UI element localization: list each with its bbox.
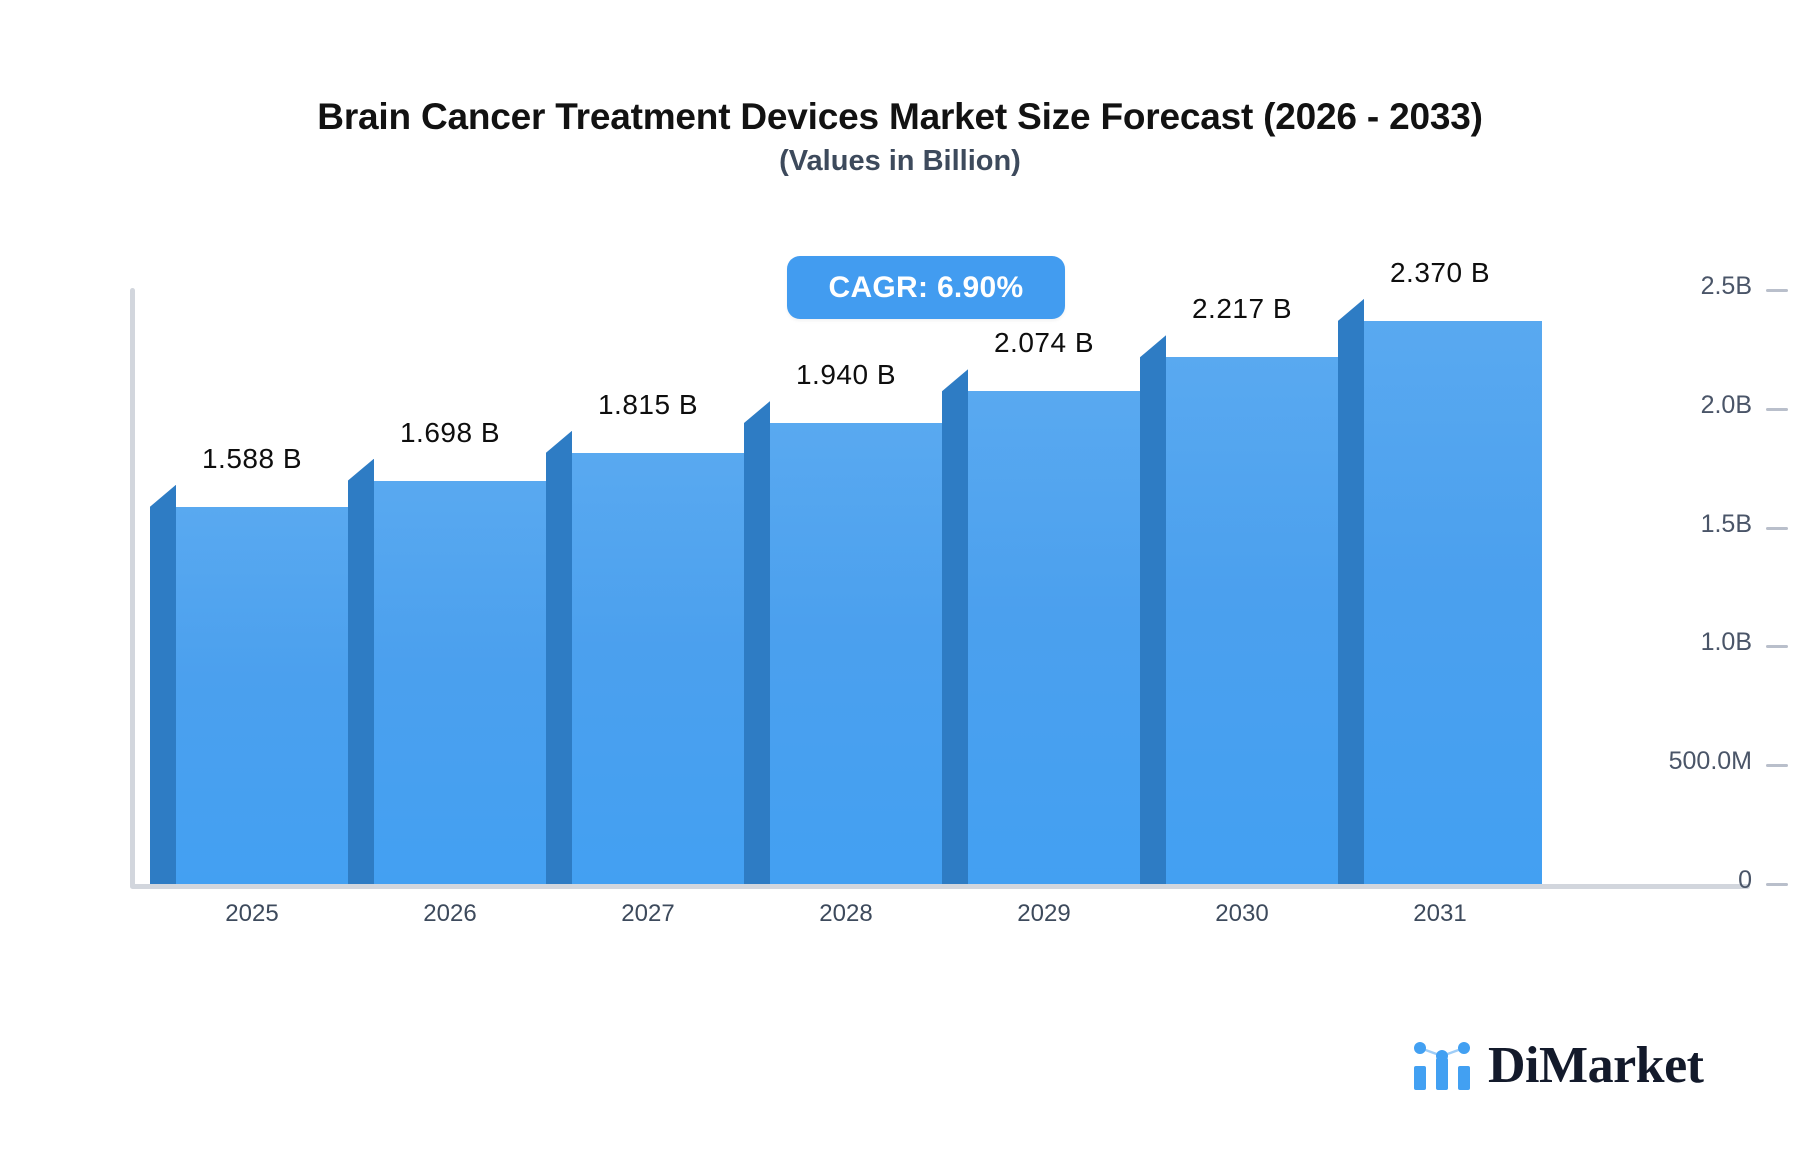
y-tick-label: 1.0B: [1700, 628, 1752, 657]
bar-column[interactable]: [744, 401, 948, 884]
bar-column[interactable]: [150, 484, 354, 884]
bar-chart-logo-icon: [1414, 1042, 1470, 1090]
bar-value-label: 1.698 B: [399, 416, 501, 448]
bar-side-face: [942, 369, 968, 884]
bar-side-face: [1338, 298, 1364, 884]
bar-column[interactable]: [348, 458, 552, 884]
y-tick-mark: [1766, 883, 1788, 886]
bar-column[interactable]: [546, 430, 750, 884]
bar-side-face: [150, 484, 176, 884]
x-axis-label: 2027: [621, 900, 675, 927]
y-tick: 0: [1670, 866, 1800, 894]
bar-front-face: [1166, 357, 1344, 884]
y-tick-mark: [1766, 526, 1788, 530]
x-axis-label: 2026: [423, 900, 477, 927]
bar-front-face: [968, 391, 1146, 884]
x-axis-line: [130, 884, 1750, 889]
cagr-badge: CAGR: 6.90%: [787, 256, 1065, 319]
bar-column[interactable]: [1338, 298, 1542, 884]
bar-value-label: 1.588 B: [201, 442, 303, 474]
bar-side-face: [744, 401, 770, 884]
y-tick-label: 500.0M: [1668, 747, 1752, 776]
bar-column[interactable]: [942, 369, 1146, 884]
bar-value-label: 1.815 B: [597, 388, 699, 420]
logo-wordmark: DiMarket: [1488, 1037, 1704, 1094]
y-tick-mark: [1766, 407, 1788, 411]
x-axis-label: 2025: [225, 900, 279, 927]
y-tick: 1.5B: [1670, 510, 1800, 538]
bar-value-label: 2.217 B: [1191, 293, 1293, 325]
bar-front-face: [770, 423, 948, 884]
y-tick-label: 0: [1738, 866, 1752, 894]
x-axis-label: 2030: [1215, 900, 1269, 927]
y-tick-label: 2.0B: [1700, 390, 1752, 419]
bar-column[interactable]: [1140, 335, 1344, 884]
bar-front-face: [374, 480, 552, 884]
bar-front-face: [176, 506, 354, 884]
y-tick-mark: [1766, 645, 1788, 649]
bar-front-face: [1364, 320, 1542, 884]
bar-side-face: [1140, 335, 1166, 884]
bar-side-face: [348, 458, 374, 884]
bar-front-face: [572, 452, 750, 884]
bar-value-label: 2.074 B: [993, 327, 1095, 359]
bar-value-label: 1.940 B: [795, 359, 897, 391]
y-tick-mark: [1766, 764, 1788, 768]
y-tick-label: 2.5B: [1700, 272, 1752, 300]
bar-value-label: 2.370 B: [1389, 256, 1491, 288]
y-tick: 500.0M: [1669, 747, 1800, 775]
y-tick: 2.0B: [1670, 391, 1800, 419]
bar-side-face: [546, 430, 572, 884]
y-tick: 1.0B: [1670, 628, 1800, 656]
y-tick: 2.5B: [1670, 272, 1800, 300]
y-axis-line: [130, 288, 135, 888]
y-tick-label: 1.5B: [1700, 509, 1752, 538]
dimarket-logo: DiMarket: [1412, 1037, 1704, 1094]
chart-title: Brain Cancer Treatment Devices Market Si…: [317, 96, 1483, 137]
y-tick-mark: [1766, 289, 1788, 292]
x-axis-label: 2028: [819, 900, 873, 927]
x-axis-label: 2031: [1413, 900, 1467, 927]
x-axis-label: 2029: [1017, 900, 1071, 927]
chart-subtitle: (Values in Billion): [779, 145, 1021, 177]
